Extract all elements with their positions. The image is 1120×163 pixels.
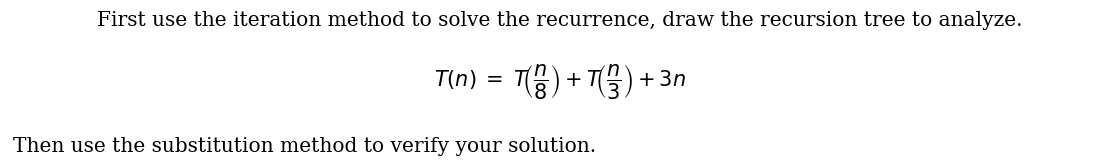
Text: Then use the substitution method to verify your solution.: Then use the substitution method to veri… (13, 137, 597, 156)
Text: First use the iteration method to solve the recurrence, draw the recursion tree : First use the iteration method to solve … (97, 11, 1023, 30)
Text: $T(n) \;=\; T\!\left(\dfrac{n}{8}\right) + T\!\left(\dfrac{n}{3}\right) + 3n$: $T(n) \;=\; T\!\left(\dfrac{n}{8}\right)… (433, 62, 687, 101)
